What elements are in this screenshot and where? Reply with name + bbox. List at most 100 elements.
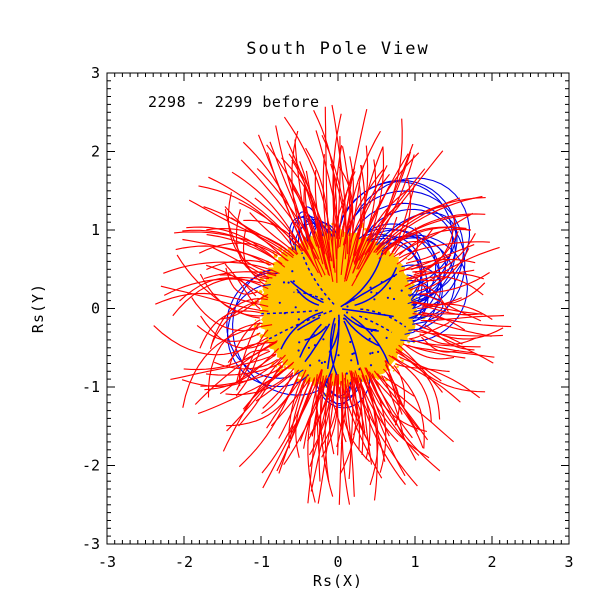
open-field-line: [199, 273, 264, 317]
open-field-line: [339, 169, 354, 248]
disk-spoke: [340, 249, 384, 308]
x-tick-label: 1: [410, 553, 419, 571]
open-field-line: [206, 259, 272, 271]
open-field-line: [238, 349, 269, 387]
open-field-line: [381, 375, 405, 439]
open-field-line: [424, 319, 492, 337]
sun-rim-dot: [396, 365, 399, 368]
open-field-line: [204, 347, 280, 391]
open-field-line: [196, 324, 261, 342]
disk-dot: [368, 337, 371, 340]
open-field-line: [404, 276, 484, 296]
open-field-line: [283, 378, 327, 466]
open-field-line: [413, 330, 503, 337]
annotation-text: 2298 - 2299 before: [148, 93, 320, 111]
open-field-line: [249, 212, 298, 256]
disk-dot: [352, 352, 356, 355]
open-field-line: [238, 364, 282, 427]
open-field-line: [283, 116, 336, 273]
open-field-line: [315, 130, 341, 240]
open-field-line: [399, 259, 449, 272]
disk-spoke: [360, 308, 407, 328]
open-field-line: [342, 169, 384, 246]
open-field-line: [291, 130, 309, 248]
y-tick-labels: 3 2 1 0 -1 -2 -3: [82, 64, 100, 553]
y-tick-label: -3: [82, 535, 100, 553]
open-field-line: [373, 197, 486, 253]
open-field-line: [224, 206, 288, 257]
open-field-line: [407, 344, 466, 359]
open-field-line: [385, 360, 425, 449]
x-tick-label: 2: [487, 553, 496, 571]
open-field-line: [209, 298, 268, 349]
open-field-line: [332, 113, 342, 260]
open-field-line: [288, 369, 307, 449]
open-field-line: [368, 371, 413, 439]
open-field-line: [155, 292, 269, 307]
y-tick-label: -1: [82, 378, 100, 396]
disk-dot: [320, 361, 323, 364]
disk-spoke: [328, 314, 340, 353]
open-field-line: [412, 269, 475, 274]
open-field-line: [393, 212, 474, 258]
open-field-line: [345, 145, 369, 282]
open-field-line: [153, 325, 269, 356]
open-field-line: [357, 118, 403, 270]
open-field-line: [344, 383, 355, 497]
sun-rim-dot: [283, 365, 287, 369]
open-field-line: [224, 209, 266, 286]
x-axis-label: Rs(X): [313, 572, 363, 590]
open-field-line: [412, 312, 512, 328]
disk-spoke: [296, 288, 320, 306]
disk-dot: [337, 354, 340, 357]
open-field-line: [365, 367, 387, 473]
open-field-line: [160, 285, 269, 312]
chart-title: South Pole View: [246, 39, 430, 59]
open-field-line: [182, 324, 273, 408]
plot-generated-content: -3 -2 -1 0 1 2 3 3 2 1 0 -1 -2 -3: [82, 64, 574, 571]
disk-dot: [388, 287, 392, 290]
open-field-line: [419, 285, 449, 313]
disk-dot: [346, 311, 349, 314]
open-field-line: [200, 315, 269, 349]
sun-rim-dot: [262, 316, 265, 318]
open-field-line: [226, 378, 299, 427]
open-field-line: [262, 369, 323, 489]
open-field-line: [191, 297, 259, 332]
sun-rim-dot: [392, 369, 395, 372]
open-field-line: [409, 233, 476, 280]
open-field-line: [212, 247, 269, 278]
open-field-line: [197, 362, 294, 415]
open-field-line: [424, 324, 475, 351]
open-field-line: [415, 323, 504, 340]
open-field-line: [179, 277, 269, 302]
open-field-line: [313, 110, 338, 239]
open-field-line: [305, 170, 327, 270]
disk-dot: [369, 364, 373, 367]
x-tick-label: 3: [564, 553, 573, 571]
open-field-line: [352, 370, 362, 436]
axis-ticks: [107, 73, 569, 544]
disk-dot: [358, 368, 361, 371]
open-field-line: [384, 360, 403, 415]
open-field-line: [409, 246, 500, 291]
open-field-line: [366, 379, 420, 456]
open-field-line: [420, 314, 505, 322]
open-field-line: [213, 358, 278, 370]
disk-dot: [323, 360, 326, 364]
disk-spoke: [280, 311, 324, 350]
open-field-line: [194, 340, 278, 405]
open-field-line: [242, 228, 270, 280]
open-field-line: [322, 154, 331, 262]
open-field-line: [407, 227, 419, 261]
open-field-line: [211, 301, 260, 345]
x-tick-label: -1: [252, 553, 270, 571]
open-field-line: [225, 267, 258, 295]
open-field-line: [235, 209, 273, 279]
open-field-line: [336, 136, 341, 283]
open-field-line: [354, 185, 390, 257]
open-field-line: [163, 261, 280, 275]
open-field-line: [317, 381, 336, 504]
disk-spoke: [344, 273, 398, 306]
